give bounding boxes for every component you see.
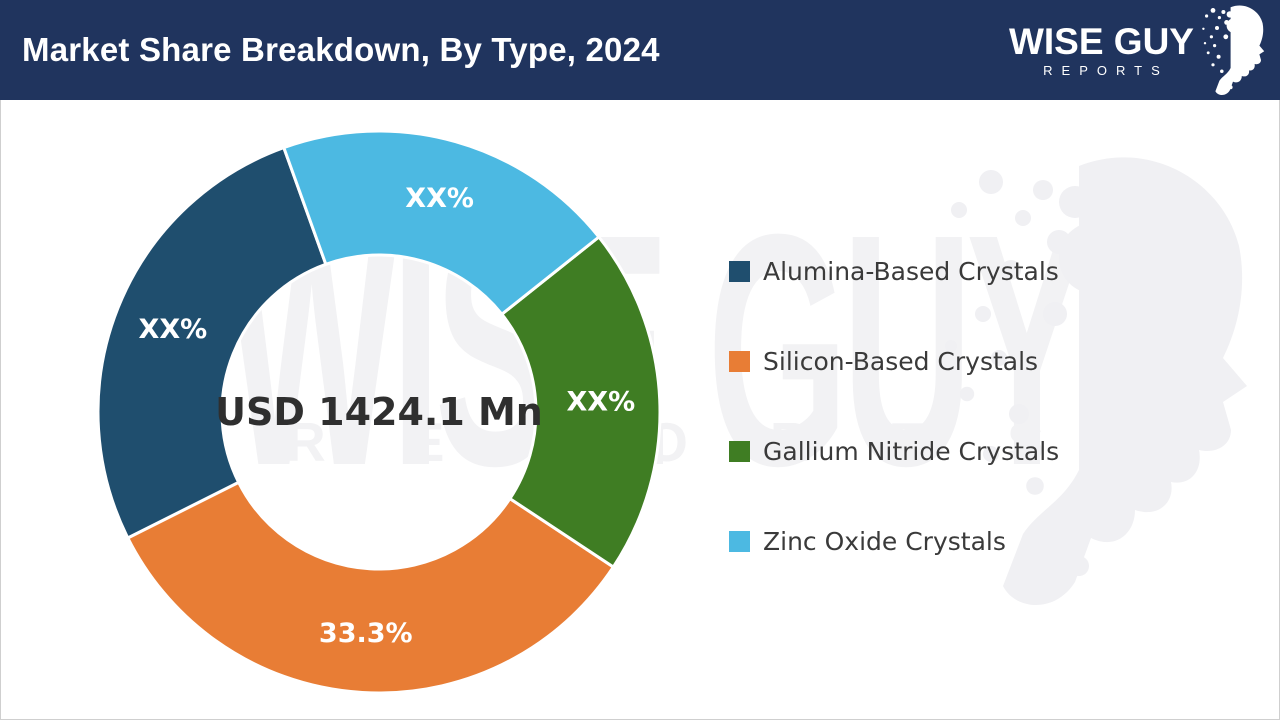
segment-percentage-label: XX% (139, 314, 208, 345)
logo-text: WISE GUY REPORTS (1009, 23, 1194, 78)
legend-swatch (729, 530, 750, 552)
donut-segment (499, 234, 662, 570)
donut-chart: XX% 33.3% XX% XX% (96, 129, 662, 695)
legend-swatch (729, 350, 750, 372)
segment-percentage-label: XX% (405, 183, 474, 214)
legend-label: Silicon-Based Crystals (763, 346, 1039, 376)
legend-label: Alumina-Based Crystals (763, 256, 1059, 286)
legend-item: Zinc Oxide Crystals (729, 524, 1059, 558)
legend-item: Alumina-Based Crystals (729, 254, 1059, 288)
page-title: Market Share Breakdown, By Type, 2024 (22, 31, 660, 68)
legend-label: Zinc Oxide Crystals (763, 526, 1006, 556)
segment-percentage-label: XX% (566, 387, 635, 418)
legend-swatch (729, 440, 750, 462)
donut-segment (281, 129, 601, 317)
header: Market Share Breakdown, By Type, 2024 WI… (0, 0, 1280, 100)
chart-area: WISE GUY REPORTS XX% 33.3% XX% XX% USD 1424… (0, 100, 1280, 720)
donut-segment (125, 480, 616, 695)
wiseguy-logo: WISE GUY REPORTS (1009, 4, 1270, 96)
legend-swatch (729, 260, 750, 282)
legend: Alumina-Based Crystals Silicon-Based Crys… (729, 254, 1059, 558)
logo-wordmark: WISE GUY (1008, 20, 1194, 62)
donut-segment (96, 145, 328, 541)
chart-center-value: USD 1424.1 Mn (215, 390, 543, 434)
wiseguy-face-icon (1188, 4, 1270, 96)
logo-subtitle: REPORTS (1043, 62, 1169, 78)
legend-item: Silicon-Based Crystals (729, 344, 1059, 378)
segment-percentage-label: 33.3% (319, 618, 413, 649)
legend-item: Gallium Nitride Crystals (729, 434, 1059, 468)
legend-label: Gallium Nitride Crystals (763, 436, 1060, 466)
